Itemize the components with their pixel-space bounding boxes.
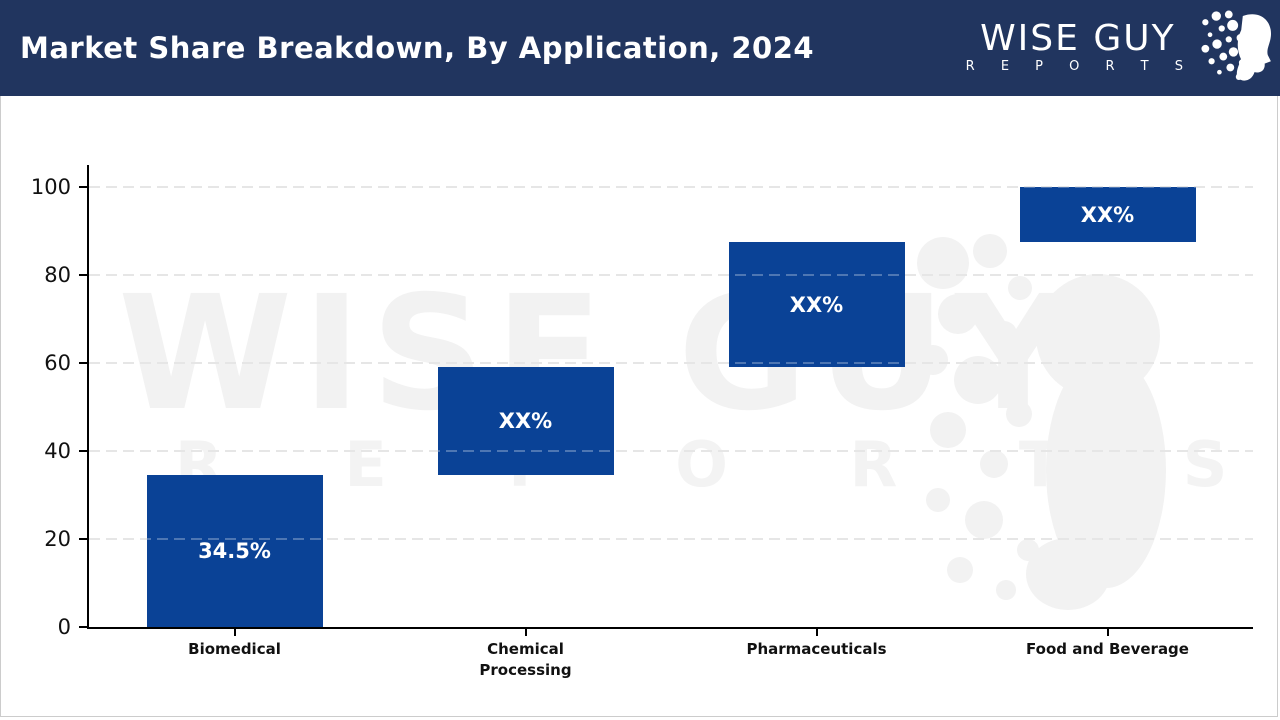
gridline-80 — [89, 274, 1253, 276]
brand-logo-text: WISE GUY R E P O R T S — [962, 20, 1194, 76]
gridline-overlay-20 — [89, 538, 1253, 540]
y-tick-label-100: 100 — [30, 175, 71, 199]
gridline-overlay-60 — [89, 362, 1253, 364]
bar-value-label: XX% — [1080, 202, 1135, 227]
y-tick-label-0: 0 — [57, 615, 71, 639]
x-axis-label-chemical-processing: Chemical Processing — [479, 640, 572, 679]
bar-value-label: XX% — [789, 292, 844, 317]
brand-name: WISE GUY — [980, 18, 1176, 59]
y-tick-0 — [79, 626, 87, 628]
gridline-overlay-100 — [89, 186, 1253, 188]
y-tick-80 — [79, 274, 87, 276]
y-tick-label-60: 60 — [44, 351, 71, 375]
gridline-60 — [89, 362, 1253, 364]
y-tick-label-40: 40 — [44, 439, 71, 463]
x-axis-label-biomedical: Biomedical — [188, 640, 281, 658]
x-tick-0 — [233, 629, 236, 636]
bar-biomedical: 34.5% — [146, 475, 323, 627]
y-tick-label-80: 80 — [44, 263, 71, 287]
page-title: Market Share Breakdown, By Application, … — [20, 31, 815, 65]
bar-chemical-processing: XX% — [437, 367, 614, 476]
brand-head-dots-icon — [1201, 10, 1272, 81]
gridline-overlay-40 — [89, 450, 1253, 452]
y-tick-40 — [79, 450, 87, 452]
bar-pharmaceuticals: XX% — [728, 242, 905, 368]
bar-food-and-beverage: XX% — [1019, 187, 1196, 242]
y-axis — [87, 165, 89, 629]
gridline-overlay-80 — [89, 274, 1253, 276]
x-tick-1 — [524, 629, 527, 636]
x-axis-label-food-and-beverage: Food and Beverage — [1026, 640, 1189, 658]
y-tick-label-20: 20 — [44, 527, 71, 551]
brand-logo: WISE GUY R E P O R T S — [962, 6, 1274, 90]
header-bar: Market Share Breakdown, By Application, … — [0, 0, 1280, 96]
watermark-head-dots-icon — [917, 234, 1166, 610]
bar-value-label: XX% — [498, 409, 553, 434]
gridline-100 — [89, 186, 1253, 188]
bar-value-label: 34.5% — [198, 539, 271, 564]
y-tick-100 — [79, 186, 87, 188]
y-tick-60 — [79, 362, 87, 364]
gridline-40 — [89, 450, 1253, 452]
y-tick-20 — [79, 538, 87, 540]
x-axis-label-pharmaceuticals: Pharmaceuticals — [746, 640, 887, 658]
x-tick-2 — [815, 629, 818, 636]
x-tick-3 — [1106, 629, 1109, 636]
x-axis — [87, 627, 1253, 629]
gridline-20 — [89, 538, 1253, 540]
brand-tagline: R E P O R T S — [965, 59, 1194, 74]
